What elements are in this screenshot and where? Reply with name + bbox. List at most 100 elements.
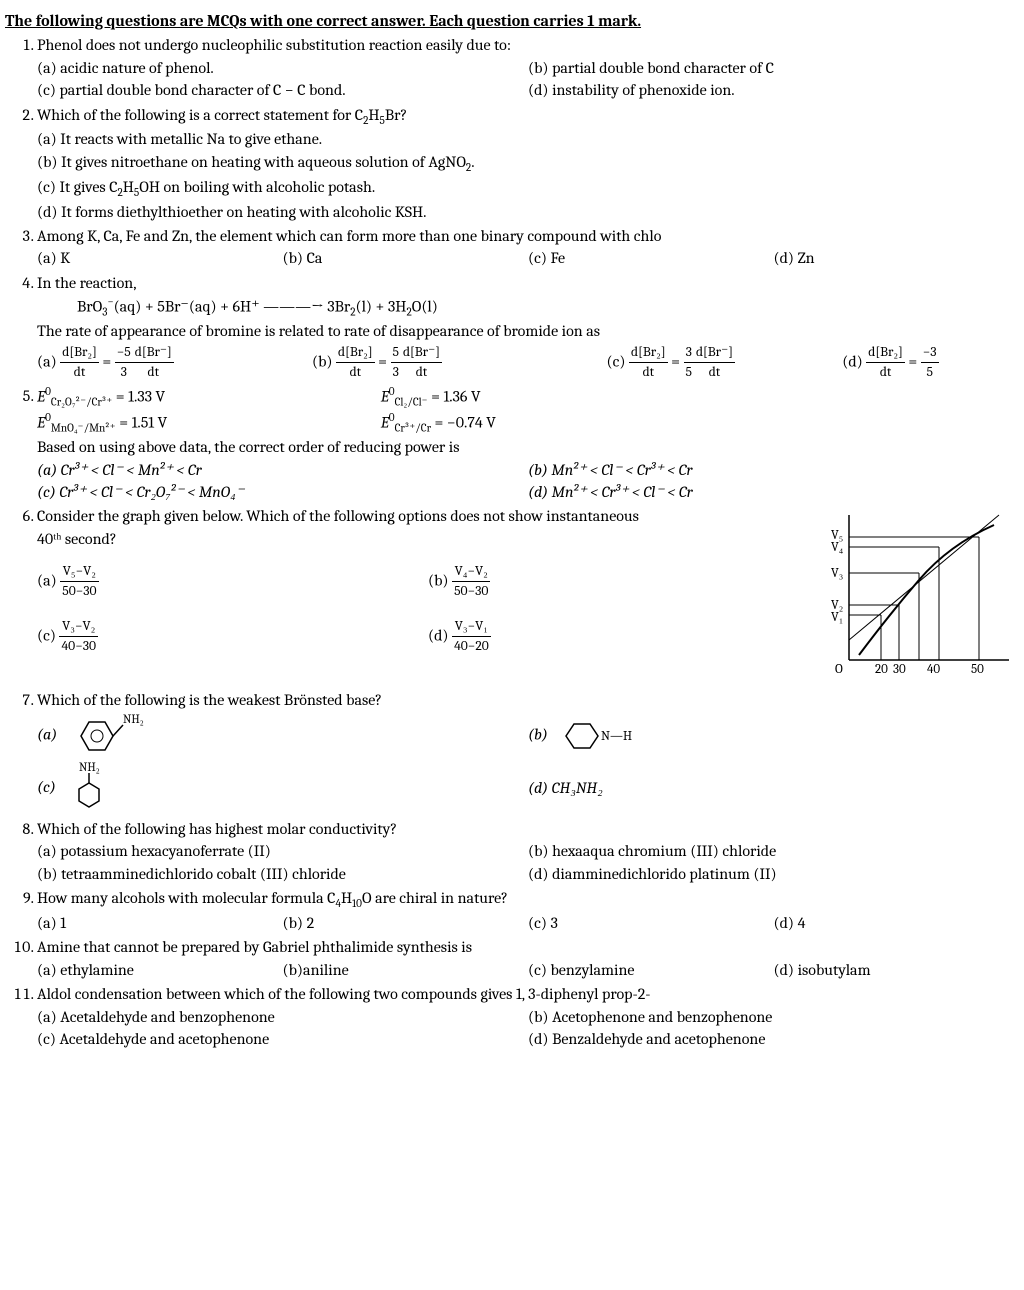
q4-opt-d: (d) d[Br₂]dt = −35 — [842, 343, 1019, 382]
q4a-d3: dt — [133, 363, 174, 382]
q5e3v: = 1.51 V — [116, 413, 167, 431]
q2c-post: OH on boiling with alcoholic potash. — [139, 178, 375, 196]
q5-e4: E0Cr³⁺/Cr = −0.74 V — [381, 410, 1019, 436]
q4d-d1: dt — [866, 363, 905, 382]
question-1: Phenol does not undergo nucleophilic sub… — [37, 34, 1019, 101]
q2b-pre: (b) It gives nitroethane on heating with… — [37, 153, 466, 171]
q4b-d2: 3 — [391, 363, 401, 382]
q6a-d: 50−30 — [60, 582, 98, 601]
q4a-n2: −5 — [115, 343, 133, 363]
q3-opt-c: (c) Fe — [528, 247, 774, 269]
q4-eq-d: O(l) — [412, 297, 438, 315]
q8-opt-a: (a) potassium hexacyanoferrate (II) — [37, 840, 528, 862]
q3-stem: Among K, Ca, Fe and Zn, the element whic… — [37, 227, 661, 245]
question-5: E0Cr₂O₇²⁻/Cr³⁺ = 1.33 V E0Cl₂/Cl⁻ = 1.36… — [37, 384, 1019, 504]
q8-opt-c: (b) tetraamminedichlorido cobalt (III) c… — [37, 863, 528, 885]
q11-opt-c: (c) Acetaldehyde and acetophenone — [37, 1028, 528, 1050]
benzene-nh2-icon: NH₂ — [61, 711, 151, 761]
question-3: Among K, Ca, Fe and Zn, the element whic… — [37, 225, 1019, 270]
q4b-n3: d[Br⁻] — [401, 343, 442, 363]
q5e3s: MnO₄⁻/Mn²⁺ — [51, 421, 116, 434]
q5e2v: = 1.36 V — [428, 387, 481, 405]
q7b-lab: (b) — [528, 726, 548, 744]
q6-opt-d: (d) V₃−V₁40−20 — [428, 617, 819, 656]
q4-eq-a: BrO — [77, 297, 102, 315]
cyclohexyl-nh2-icon: NH₂ — [59, 761, 129, 816]
q8-stem: Which of the following has highest molar… — [37, 820, 397, 838]
q4a-n3: d[Br⁻] — [133, 343, 174, 363]
q2c-pre: (c) It gives C — [37, 178, 118, 196]
q2-opt-c: (c) It gives C2H5OH on boiling with alco… — [37, 176, 1019, 201]
q9-opt-a: (a) 1 — [37, 912, 283, 934]
svg-text:V₄: V₄ — [831, 540, 844, 555]
q5-opt-d: (d) Mn²⁺ < Cr³⁺ < Cl⁻ < Cr — [528, 481, 1019, 503]
q7c-lab: (c) — [37, 778, 56, 796]
question-6: Consider the graph given below. Which of… — [37, 505, 1019, 686]
svg-text:20: 20 — [875, 662, 888, 677]
q6b-n: V₄−V₂ — [452, 562, 490, 582]
q3-opt-d: (d) Zn — [774, 247, 1020, 269]
q4a-n1: d[Br₂] — [60, 343, 99, 363]
q4c-d1: dt — [629, 363, 668, 382]
q4c-n1: d[Br₂] — [629, 343, 668, 363]
q7-opt-b: (b) N—H — [528, 716, 1019, 756]
q11-opt-a: (a) Acetaldehyde and benzophenone — [37, 1006, 528, 1028]
q6d-pre: (d) — [428, 626, 452, 644]
q4-opt-c: (c) d[Br₂]dt = 35d[Br⁻]dt — [607, 343, 843, 382]
svg-text:O: O — [835, 662, 843, 677]
q5e4s: Cr³⁺/Cr — [395, 421, 431, 434]
q4-eq-b: (aq) + 5Br⁻(aq) + 6H⁺ ———→ 3Br — [114, 297, 351, 315]
q5e1s: Cr₂O₇²⁻/Cr³⁺ — [51, 395, 112, 408]
q5-opt-b: (b) Mn²⁺ < Cl⁻ < Cr³⁺ < Cr — [528, 459, 1019, 481]
q7-opt-c: (c) NH₂ — [37, 761, 528, 816]
svg-text:50: 50 — [971, 662, 984, 677]
svg-text:40: 40 — [927, 662, 940, 677]
q9-post: O are chiral in nature? — [362, 889, 508, 907]
q5-opt-a: (a) Cr³⁺ < Cl⁻ < Mn²⁺ < Cr — [37, 459, 528, 481]
graph-svg: V₅ V₄ V₃ V₂ V₁ O 20 30 40 50 — [819, 505, 1019, 680]
q4c-pre: (c) — [607, 352, 629, 370]
q4a-d2: 3 — [115, 363, 133, 382]
q4d-d2: 5 — [921, 363, 939, 382]
q1-opt-a: (a) acidic nature of phenol. — [37, 57, 528, 79]
q7-stem: Which of the following is the weakest Br… — [37, 691, 382, 709]
q2-stem-pre: Which of the following is a correct stat… — [37, 106, 363, 124]
q7-opt-a: (a) NH₂ — [37, 711, 528, 761]
q10-opt-b: (b)aniline — [283, 959, 529, 981]
q9-opt-b: (b) 2 — [283, 912, 529, 934]
q6d-d: 40−20 — [452, 637, 491, 656]
q6-opt-a: (a) V₅−V₂50−30 — [37, 562, 428, 601]
q4b-pre: (b) — [312, 352, 336, 370]
q7c-nh2: NH₂ — [79, 761, 100, 774]
q4d-n2: −3 — [921, 343, 939, 363]
q7-opt-d: (d) CH₃NH₂ — [528, 777, 1019, 799]
q4c-d2: 5 — [684, 363, 694, 382]
q6d-n: V₃−V₁ — [452, 617, 491, 637]
question-11: Aldol condensation between which of the … — [37, 983, 1019, 1050]
q6-opt-b: (b) V₄−V₂50−30 — [428, 562, 819, 601]
q3-opt-a: (a) K — [37, 247, 283, 269]
q6-opt-c: (c) V₃−V₂40−30 — [37, 617, 428, 656]
q4d-n1: d[Br₂] — [866, 343, 905, 363]
q5-e3: E0MnO₄⁻/Mn²⁺ = 1.51 V — [37, 410, 381, 436]
q2-stem: Which of the following is a correct stat… — [37, 106, 407, 124]
q6a-n: V₅−V₂ — [60, 562, 98, 582]
q5-stem: Based on using above data, the correct o… — [37, 436, 1019, 458]
q3-opt-b: (b) Ca — [283, 247, 529, 269]
q4c-n3: d[Br⁻] — [694, 343, 735, 363]
q8-opt-b: (b) hexaaqua chromium (III) chloride — [528, 840, 1019, 862]
question-10: Amine that cannot be prepared by Gabriel… — [37, 936, 1019, 981]
q11-opt-d: (d) Benzaldehyde and acetophenone — [528, 1028, 1019, 1050]
q4d-pre: (d) — [842, 352, 866, 370]
q6c-d: 40−30 — [59, 637, 98, 656]
q1-opt-d: (d) instability of phenoxide ion. — [528, 79, 1019, 101]
q4b-eq: = — [375, 352, 391, 370]
q6b-d: 50−30 — [452, 582, 490, 601]
q10-opt-a: (a) ethylamine — [37, 959, 283, 981]
q4-rate-text: The rate of appearance of bromine is rel… — [37, 320, 1019, 342]
q4b-n1: d[Br₂] — [336, 343, 375, 363]
q5e1l: E — [37, 387, 45, 405]
q2c-mid: H — [123, 178, 134, 196]
q4-eq-c: (l) + 3H — [355, 297, 406, 315]
q7b-nh: N—H — [601, 729, 632, 744]
